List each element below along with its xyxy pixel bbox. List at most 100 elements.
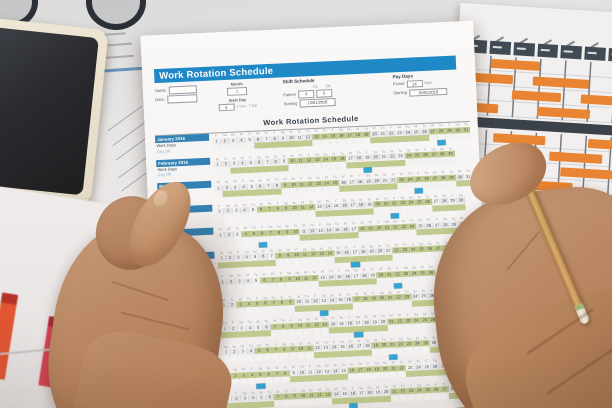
pay-cell: [305, 358, 314, 363]
day-cell: 24: [405, 175, 415, 183]
day-cell: 16: [347, 366, 357, 374]
pay-cell: [340, 191, 349, 196]
pay-cell: [335, 262, 344, 267]
pay-cell: [359, 261, 368, 266]
day-cell: 10: [295, 322, 305, 329]
pay-cell: [366, 402, 375, 407]
pay-cell: [404, 330, 413, 335]
pay-cell: [422, 352, 431, 357]
pay-cell: [413, 165, 422, 170]
day-cell: 13: [321, 344, 331, 351]
pay-cell: [368, 261, 377, 266]
day-off-label: Day Off: [157, 171, 172, 178]
pattern-label: Pattern: [283, 91, 297, 98]
pay-cell: [374, 213, 383, 218]
pay-cell: [316, 216, 325, 221]
day-cell: [465, 197, 474, 203]
day-cell: 23: [395, 129, 404, 136]
pay-cell: [346, 144, 355, 149]
day-cell: 16: [341, 225, 350, 233]
pay-cell: [382, 213, 391, 218]
day-cell: 18: [363, 342, 372, 349]
day-cell: 9: [287, 322, 296, 329]
day-cell: 20: [372, 177, 381, 184]
day-cell: 14: [330, 367, 340, 374]
pay-cell: [279, 335, 288, 340]
pay-cell: [391, 401, 400, 406]
pay-cell: [367, 237, 376, 242]
day-cell: 8: [281, 369, 290, 377]
day-cell: 8: [279, 346, 289, 353]
day-cell: 20: [374, 224, 384, 231]
gantt-rows-top: [461, 54, 612, 125]
day-cell: 12: [312, 321, 321, 328]
day-cell: 23: [402, 293, 412, 301]
pay-cell: [402, 283, 411, 288]
pay-cell: [297, 170, 306, 175]
gantt-header-cell: [560, 45, 583, 60]
day-cell: 22: [397, 364, 407, 371]
day-cell: 9: [286, 299, 295, 306]
pay-cell: [280, 171, 289, 176]
day-cell: 18: [354, 154, 364, 162]
day-cell: 16: [345, 319, 355, 327]
pay-cell: [307, 216, 316, 221]
day-cell: 17: [355, 366, 365, 373]
day-cell: 3: [229, 160, 239, 167]
day-cell: 11: [299, 227, 309, 235]
day-cell: 9: [288, 345, 297, 353]
day-cell: 16: [346, 343, 356, 350]
day-cell: 9: [278, 134, 288, 142]
day-cell: 30: [455, 173, 465, 181]
day-cell: 7: [269, 299, 279, 307]
day-cell: [463, 150, 472, 156]
day-cell: 12: [310, 274, 319, 281]
day-cell: 10: [297, 369, 307, 376]
pay-cell: [273, 195, 282, 200]
day-cell: 21: [387, 317, 396, 325]
day-cell: 10: [291, 228, 300, 235]
day-cell: 17: [346, 155, 355, 162]
pay-cell: [420, 305, 429, 310]
pay-cell: [308, 240, 317, 245]
day-cell: 7: [268, 276, 278, 283]
pay-cell: [373, 190, 382, 195]
pay-cell: [293, 264, 302, 269]
pay-cell: [396, 142, 405, 147]
pay-cell: [323, 380, 332, 385]
shift-cell: [388, 347, 398, 355]
gantt-bar: [559, 167, 612, 180]
pay-cell: [260, 266, 269, 271]
pay-cell: [277, 288, 286, 293]
pay-cell: [385, 284, 394, 289]
day-cell: 20: [376, 271, 386, 278]
pay-cell: [347, 168, 356, 173]
day-cell: 9: [290, 392, 300, 400]
day-cell: 10: [296, 345, 306, 352]
day-cell: 15: [340, 390, 349, 398]
shift-cell: [350, 255, 360, 262]
month-labels: February 2016 Work Days Day Off: [156, 157, 211, 183]
day-cell: 14: [320, 132, 329, 140]
day-cell: 9: [289, 369, 298, 376]
day-cell: 21: [380, 177, 390, 184]
pay-cell: [273, 383, 282, 388]
pay-cell: [248, 384, 257, 389]
day-cell: 27: [430, 174, 440, 182]
pay-cell: [319, 287, 328, 292]
day-cell: 25: [421, 339, 430, 347]
day-cell: 8: [278, 322, 288, 330]
pay-cell: [423, 188, 432, 193]
day-cell: 11: [304, 345, 314, 352]
pay-cell: [355, 355, 364, 360]
pay-cell: [390, 377, 399, 382]
day-cell: 7: [264, 182, 273, 189]
pay-cell: [348, 191, 357, 196]
day-cell: 18: [359, 272, 369, 279]
day-cell: 2: [222, 184, 232, 191]
day-cell: 2: [232, 395, 241, 402]
pay-cell: [339, 356, 348, 361]
day-cell: 24: [413, 340, 422, 347]
shift-starting-value: 13/01/2016: [299, 97, 336, 108]
day-cell: 20: [371, 154, 380, 161]
